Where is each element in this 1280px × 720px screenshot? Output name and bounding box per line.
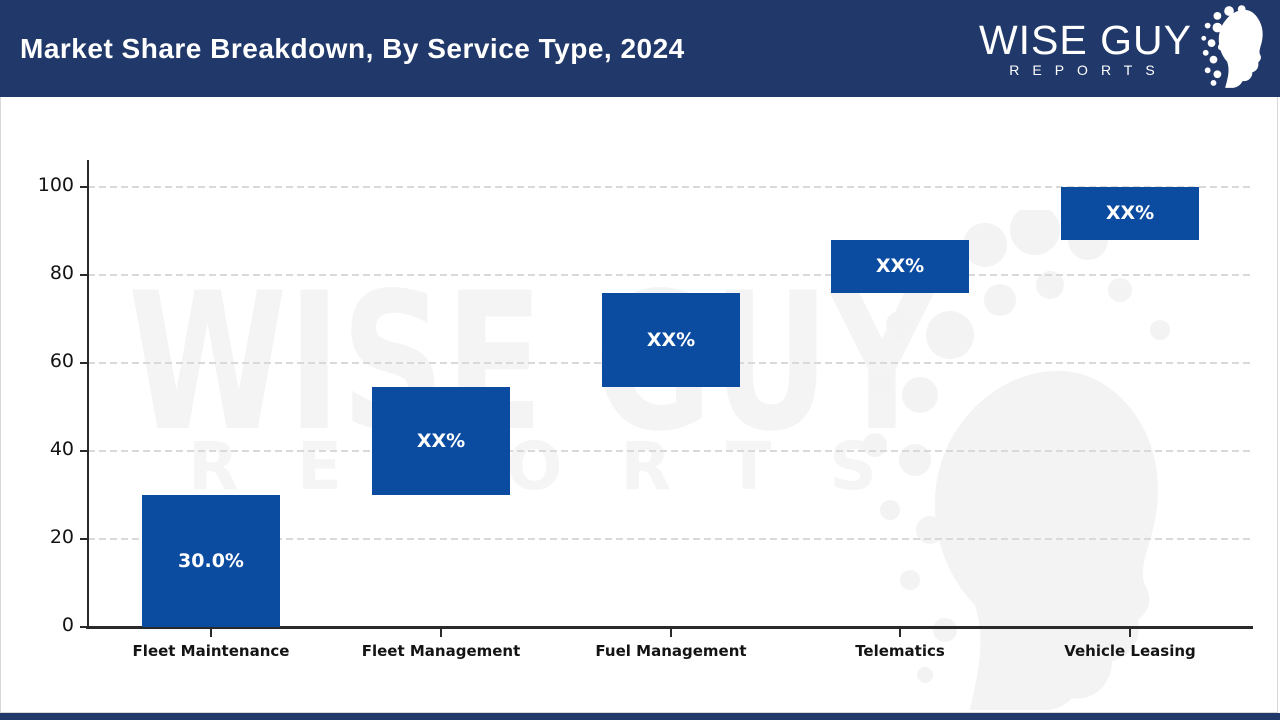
bar-value-label: XX% — [875, 255, 925, 278]
x-tick-mark — [899, 629, 901, 637]
gridline-80 — [88, 274, 1253, 276]
logo-reports-text: REPORTS — [1009, 61, 1168, 78]
bar-value-label: XX% — [646, 328, 696, 351]
bar-fleet-management: XX% — [372, 387, 510, 495]
footer-strip — [0, 713, 1280, 720]
gridline-40 — [88, 450, 1253, 452]
y-tick-mark — [80, 450, 88, 452]
gridline-100 — [88, 186, 1253, 188]
bar-value-label: XX% — [1105, 202, 1155, 225]
head-profile-icon — [1196, 4, 1266, 93]
y-axis — [87, 160, 89, 629]
x-tick-mark — [440, 629, 442, 637]
y-tick-label: 60 — [49, 350, 74, 372]
category-label: Fleet Management — [361, 642, 521, 660]
bar-value-label: XX% — [416, 430, 466, 453]
y-tick-mark — [80, 186, 88, 188]
x-tick-mark — [1129, 629, 1131, 637]
x-tick-mark — [670, 629, 672, 637]
y-tick-label: 0 — [61, 614, 74, 636]
y-tick-label: 100 — [37, 174, 74, 196]
category-label: Vehicle Leasing — [1064, 642, 1196, 660]
x-axis — [86, 626, 1253, 629]
y-tick-mark — [80, 274, 88, 276]
x-tick-mark — [210, 629, 212, 637]
bar-telematics: XX% — [831, 239, 969, 293]
wise-guy-logo: WISE GUY REPORTS — [978, 4, 1266, 93]
y-tick-label: 40 — [49, 438, 74, 460]
y-tick-label: 80 — [49, 262, 74, 284]
bar-fleet-maintenance: 30.0% — [142, 495, 280, 627]
category-label: Fleet Maintenance — [132, 642, 290, 660]
bar-vehicle-leasing: XX% — [1061, 187, 1199, 240]
y-tick-mark — [80, 626, 88, 628]
logo-text: WISE GUY REPORTS — [978, 16, 1192, 78]
y-tick-label: 20 — [49, 526, 74, 548]
gridline-20 — [88, 538, 1253, 540]
logo-wiseguy-text: WISE GUY — [978, 16, 1192, 63]
header-bar: Market Share Breakdown, By Service Type,… — [0, 0, 1280, 97]
page-title: Market Share Breakdown, By Service Type,… — [20, 32, 685, 64]
category-label: Telematics — [855, 642, 945, 660]
bar-value-label: 30.0% — [178, 550, 244, 572]
y-tick-mark — [80, 538, 88, 540]
bar-fuel-management: XX% — [602, 292, 740, 388]
y-tick-mark — [80, 362, 88, 364]
category-label: Fuel Management — [595, 642, 747, 660]
